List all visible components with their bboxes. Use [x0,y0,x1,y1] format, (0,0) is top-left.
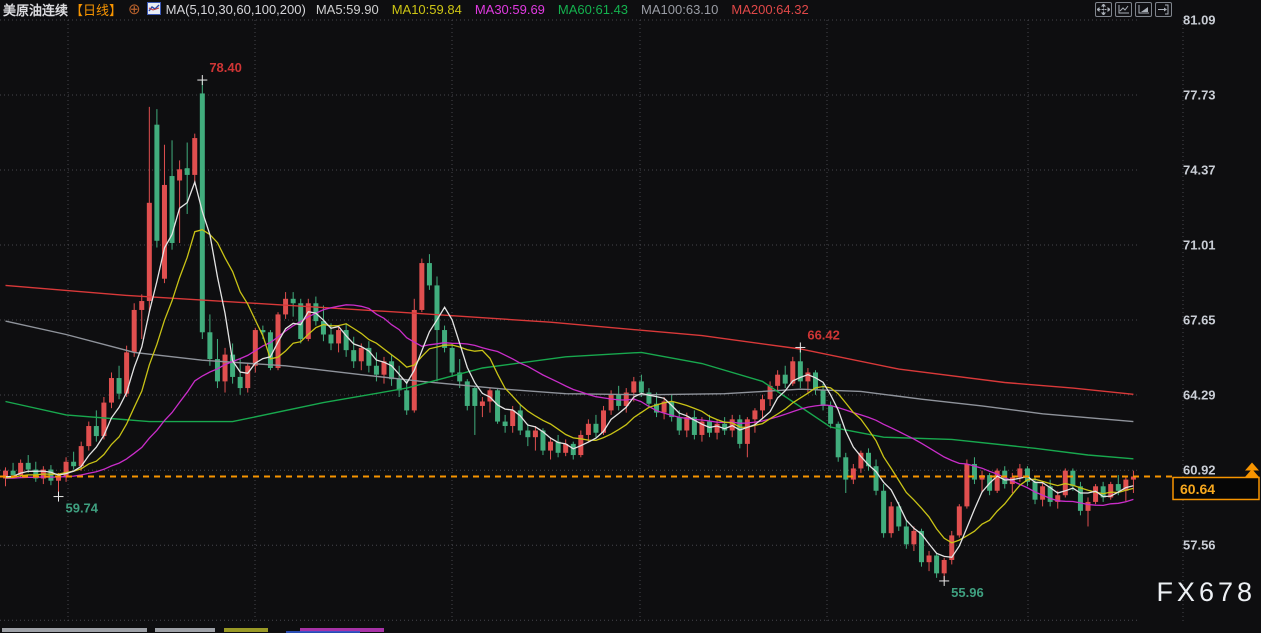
ma-line-ma30 [5,304,1134,507]
circle-plus-icon[interactable]: ⊕ [128,1,141,18]
annotations: 78.40 59.74 66.42 55.96 [53,60,984,600]
price-annotation: 59.74 [65,501,98,516]
price-annotation: 55.96 [951,585,984,600]
mini-chart-icon[interactable] [146,1,161,18]
current-price-box: 60.64 [1172,476,1260,501]
chart-header: 美原油连续 【日线】 ⊕ MA(5,10,30,60,100,200) MA5:… [0,0,809,19]
chart-toolbar [1095,2,1172,17]
pan-crosshair-icon[interactable] [1095,2,1112,17]
candles [3,80,1136,581]
y-axis-label: 57.56 [1183,538,1216,553]
chart-export-icon[interactable] [1155,2,1172,17]
y-axis-label: 71.01 [1183,238,1216,253]
clipped-text-fragment [155,628,215,632]
current-price-value: 60.64 [1180,481,1215,497]
ma-line-ma200 [5,284,1134,395]
y-axis-label: 67.65 [1183,313,1216,328]
price-annotation: 66.42 [807,327,840,342]
ma-legend-item: MA60:61.43 [557,2,629,17]
fx678-watermark: FX678 [1156,577,1256,607]
period-selector[interactable]: 【日线】 [70,3,123,18]
ma-legend-item: MA10:59.84 [391,2,462,17]
chart-scale-icon[interactable] [1115,2,1132,17]
clipped-text-fragment [300,628,384,632]
ma-legend-item: MA200:64.32 [731,2,809,17]
ma-legend-item: MA5:59.90 [315,2,379,17]
ma-legend-item: MA30:59.69 [474,2,545,17]
clipped-text-fragment [2,628,147,632]
clipped-text-fragment [286,631,360,633]
y-axis-label: 60.92 [1183,463,1216,478]
clipped-text-fragment [224,628,268,632]
ma-legend: MA5:59.90 MA10:59.84 MA30:59.69 MA60:61.43 M… [316,2,809,17]
grid [0,19,1184,622]
price-annotation: 78.40 [209,60,242,75]
ma-group-label: MA(5,10,30,60,100,200) [165,2,306,17]
chart-scale-filled-icon[interactable] [1135,2,1152,17]
ma-line-ma60 [5,351,1134,460]
y-axis-label: 77.73 [1183,88,1216,103]
ma-legend-item: MA100:63.10 [641,2,719,17]
ma-line-ma100 [5,320,1134,423]
y-axis-label: 74.37 [1183,163,1216,178]
y-axis: 81.09 77.73 74.37 71.01 67.65 64.29 60.92 57.56 [1183,13,1216,553]
y-axis-label: 64.29 [1183,388,1216,403]
ma-lines [5,179,1134,558]
y-axis-label: 81.09 [1183,13,1216,28]
ma-line-ma10 [5,228,1134,544]
ma-line-ma5 [5,179,1134,558]
instrument-title: 美原油连续 [3,3,69,18]
price-up-arrow-icon [1245,462,1259,477]
